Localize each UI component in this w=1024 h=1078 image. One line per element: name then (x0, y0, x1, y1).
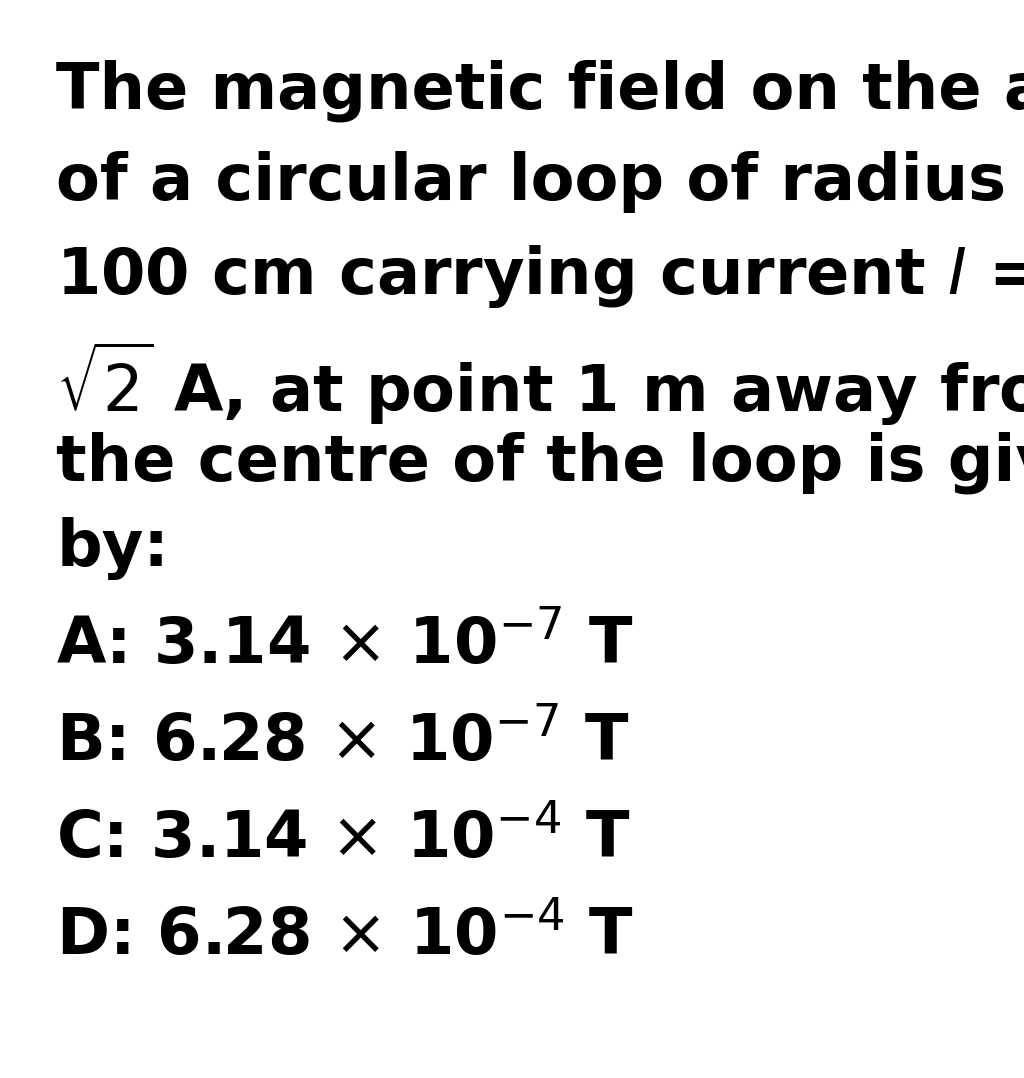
Text: B: 6.28 $\times$ 10$^{-7}$ T: B: 6.28 $\times$ 10$^{-7}$ T (56, 711, 630, 774)
Text: the centre of the loop is given: the centre of the loop is given (56, 431, 1024, 494)
Text: The magnetic field on the axis: The magnetic field on the axis (56, 59, 1024, 122)
Text: by:: by: (56, 517, 169, 580)
Text: 100 cm carrying current $I$ =: 100 cm carrying current $I$ = (56, 243, 1024, 309)
Text: $\sqrt{2}$ A, at point 1 m away from: $\sqrt{2}$ A, at point 1 m away from (56, 340, 1024, 428)
Text: C: 3.14 $\times$ 10$^{-4}$ T: C: 3.14 $\times$ 10$^{-4}$ T (56, 808, 631, 871)
Text: D: 6.28 $\times$ 10$^{-4}$ T: D: 6.28 $\times$ 10$^{-4}$ T (56, 906, 634, 968)
Text: of a circular loop of radius: of a circular loop of radius (56, 151, 1007, 213)
Text: A: 3.14 $\times$ 10$^{-7}$ T: A: 3.14 $\times$ 10$^{-7}$ T (56, 614, 634, 677)
